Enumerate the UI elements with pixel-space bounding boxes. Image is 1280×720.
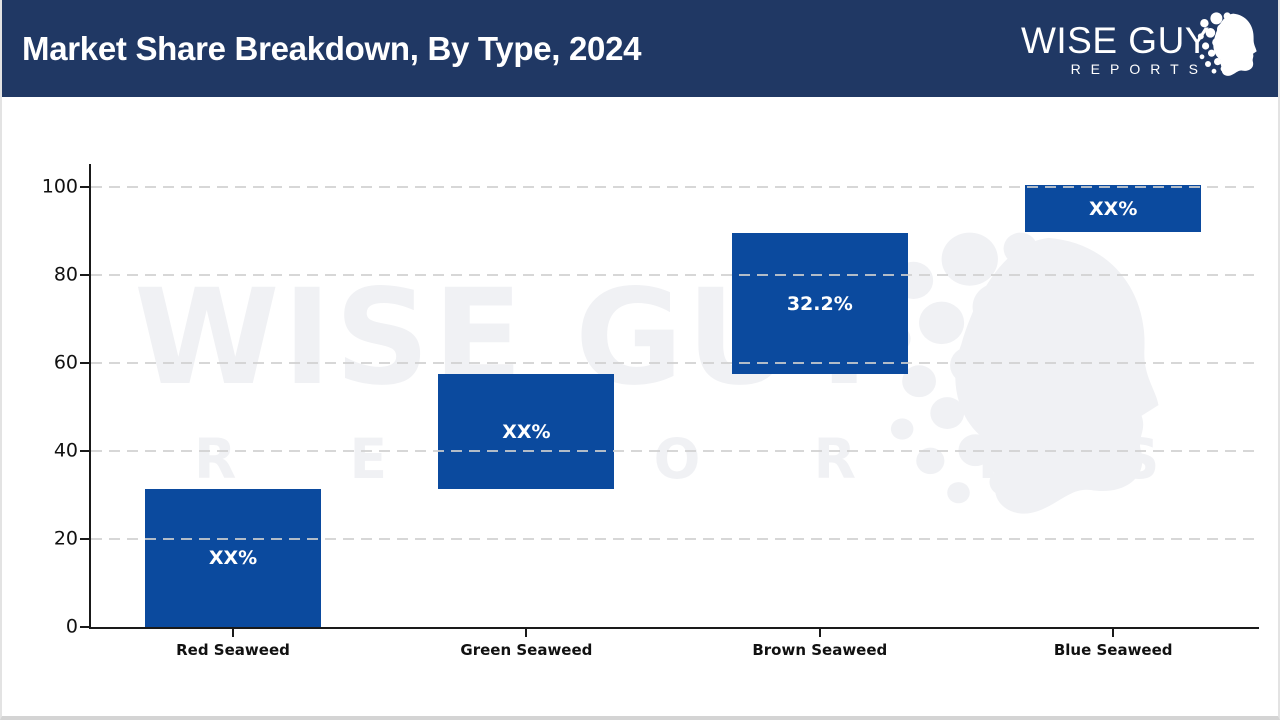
y-tick-mark xyxy=(80,186,89,188)
logo-text: WISE GUY REPORTS xyxy=(1021,22,1210,76)
bar-blue-seaweed: XX% xyxy=(1025,185,1202,233)
bar-value-label: 32.2% xyxy=(786,292,853,315)
y-tick-mark xyxy=(80,626,89,628)
header: Market Share Breakdown, By Type, 2024 WI… xyxy=(2,0,1278,97)
bar-red-seaweed: XX% xyxy=(145,488,321,627)
y-tick-label-0: 0 xyxy=(65,615,78,638)
y-tick-label-100: 100 xyxy=(41,175,78,198)
watermark-head-icon xyxy=(882,232,1159,514)
bar-value-label: XX% xyxy=(1089,197,1138,220)
logo-subtitle: REPORTS xyxy=(1070,60,1208,77)
wise-guy-logo: WISE GUY REPORTS xyxy=(1021,10,1268,88)
logo-wordmark: WISE GUY xyxy=(1020,19,1210,61)
logo-head-icon xyxy=(1197,11,1257,76)
x-axis-label-green-seaweed: Green Seaweed xyxy=(460,641,593,659)
x-tick-mark xyxy=(232,629,234,637)
y-tick-mark xyxy=(80,538,89,540)
bar-value-label: XX% xyxy=(502,420,551,443)
page-title: Market Share Breakdown, By Type, 2024 xyxy=(22,29,642,67)
bar-value-label: XX% xyxy=(208,546,258,569)
x-tick-mark xyxy=(1112,629,1115,637)
y-tick-mark xyxy=(80,450,89,452)
x-tick-mark xyxy=(525,629,528,637)
y-tick-label-80: 80 xyxy=(53,263,78,286)
bar-brown-seaweed: 32.2% xyxy=(731,233,908,375)
x-tick-mark xyxy=(818,629,821,637)
y-tick-label-60: 60 xyxy=(53,351,78,374)
y-tick-mark xyxy=(80,362,89,364)
y-axis xyxy=(89,164,91,629)
bar-green-seaweed: XX% xyxy=(438,374,615,490)
x-axis-label-blue-seaweed: Blue Seaweed xyxy=(1053,641,1173,659)
y-tick-mark xyxy=(80,274,89,276)
y-tick-label-40: 40 xyxy=(53,439,78,462)
x-axis-label-brown-seaweed: Brown Seaweed xyxy=(752,641,888,659)
x-axis-label-red-seaweed: Red Seaweed xyxy=(176,641,290,659)
x-axis xyxy=(89,627,1259,629)
y-tick-label-20: 20 xyxy=(53,527,78,550)
